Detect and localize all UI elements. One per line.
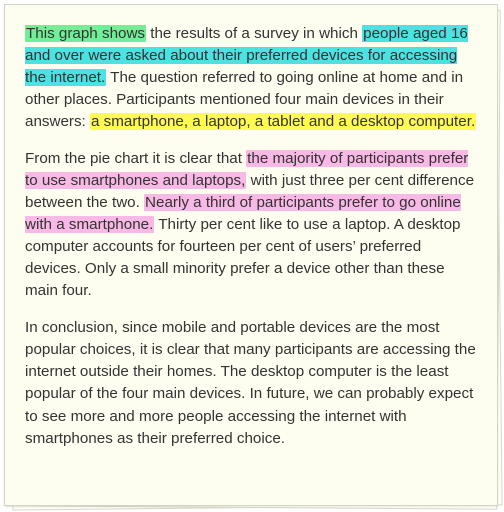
text-run: the results of a survey in which <box>146 25 362 42</box>
text-run: In conclusion, since mobile and portable… <box>25 319 476 446</box>
highlighted-text: a smartphone, a laptop, a tablet and a d… <box>90 113 476 130</box>
paragraph: This graph shows the results of a survey… <box>25 23 477 133</box>
paragraph: In conclusion, since mobile and portable… <box>25 317 477 449</box>
text-run: From the pie chart it is clear that <box>25 150 246 167</box>
paper-stack: This graph shows the results of a survey… <box>4 4 500 508</box>
highlighted-text: This graph shows <box>25 25 146 42</box>
paper-sheet-front: This graph shows the results of a survey… <box>4 4 498 506</box>
paragraph: From the pie chart it is clear that the … <box>25 148 477 302</box>
